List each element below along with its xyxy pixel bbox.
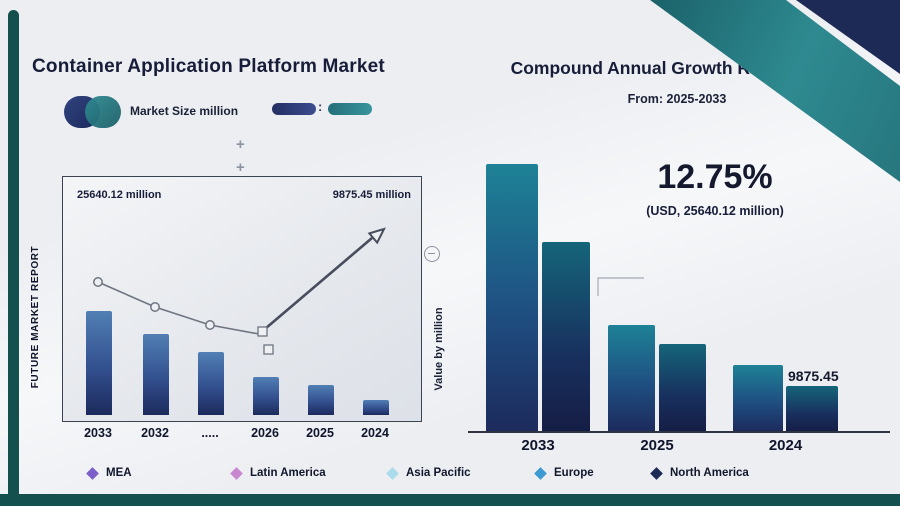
- step-decoration: [597, 277, 644, 296]
- value-by-million-label: Value by million: [433, 307, 445, 391]
- cagr-bar-2033-b: [542, 242, 590, 432]
- plus-decoration: +: [236, 159, 245, 176]
- x-label-2025: 2025: [306, 426, 334, 440]
- cagr-x-axis-labels: 2033 2025 2024: [0, 437, 900, 457]
- x-label-2033: 2033: [84, 426, 112, 440]
- left-accent-strip: [8, 10, 19, 502]
- legend-label: Asia Pacific: [406, 467, 471, 479]
- legend-item-latin-america: Latin America: [230, 464, 326, 482]
- cagr-bar-2033-a: [486, 164, 538, 432]
- market-size-bar-2026: [253, 377, 279, 415]
- circle-minus-icon: [424, 246, 440, 262]
- legend-item-europe: Europe: [534, 464, 594, 482]
- market-size-icon-teal-shape: [85, 96, 121, 128]
- x-label-2024: 2024: [361, 426, 389, 440]
- x-label-2026: 2026: [251, 426, 279, 440]
- pill-navy-icon: [272, 103, 316, 115]
- pill-teal-icon: [328, 103, 372, 115]
- cagr-bar-2025-a: [608, 325, 655, 432]
- cagr-percentage: 12.75%: [657, 158, 773, 196]
- cagr-usd-detail: (USD, 25640.12 million): [646, 204, 784, 218]
- market-size-bar-.....: [198, 352, 224, 415]
- cagr-bar-2025-b: [659, 344, 706, 432]
- legend-label: MEA: [106, 467, 132, 479]
- legend-diamond-icon: [386, 466, 399, 480]
- x-label-.....: .....: [201, 426, 219, 440]
- market-size-icon: [64, 96, 124, 128]
- cagr-2024-value-label: 9875.45: [788, 368, 839, 384]
- legend-diamond-icon: [534, 466, 547, 480]
- legend-diamond-icon: [230, 466, 243, 480]
- legend-item-mea: MEA: [86, 464, 132, 482]
- cagr-subtitle: From: 2025-2033: [627, 92, 727, 106]
- page-title: Container Application Platform Market: [32, 56, 385, 77]
- cagr-bar-2024-b: [786, 386, 838, 432]
- market-size-bar-2032: [143, 334, 169, 415]
- legend-item-north-america: North America: [650, 464, 749, 482]
- legend-label: North America: [670, 467, 749, 479]
- legend-item-asia-pacific: Asia Pacific: [386, 464, 471, 482]
- legend-diamond-icon: [86, 466, 99, 480]
- left-x-axis-labels: 2033 2032..... 2026 2025 2024: [62, 426, 420, 444]
- region-legend: MEA Latin America Asia Pacific Europe North …: [0, 464, 900, 486]
- cagr-year-label-2025: 2025: [640, 437, 674, 454]
- legend-label: Europe: [554, 467, 594, 479]
- cagr-bar-2024-a: [733, 365, 783, 432]
- cagr-year-label-2033: 2033: [521, 437, 555, 454]
- chart-max-value-label: 25640.12 million: [77, 189, 162, 201]
- market-size-legend-label: Market Size million: [130, 104, 239, 118]
- cagr-title: Compound Annual Growth Rate (CAGR): [510, 58, 844, 78]
- chart-min-value-label: 9875.45 million: [332, 189, 411, 201]
- market-size-bar-2025: [308, 385, 334, 415]
- legend-diamond-icon: [650, 466, 663, 480]
- cagr-x-axis: [468, 431, 890, 433]
- pill-separator: :: [318, 99, 323, 114]
- x-label-2032: 2032: [141, 426, 169, 440]
- left-y-axis-label: FUTURE MARKET REPORT: [30, 245, 41, 389]
- scale-pills-decoration: :: [272, 99, 382, 117]
- bottom-accent-strip: [0, 494, 900, 506]
- cagr-year-label-2024: 2024: [768, 437, 803, 454]
- legend-label: Latin America: [250, 467, 326, 479]
- plus-decoration: +: [236, 136, 245, 153]
- market-size-bar-2024: [363, 400, 389, 415]
